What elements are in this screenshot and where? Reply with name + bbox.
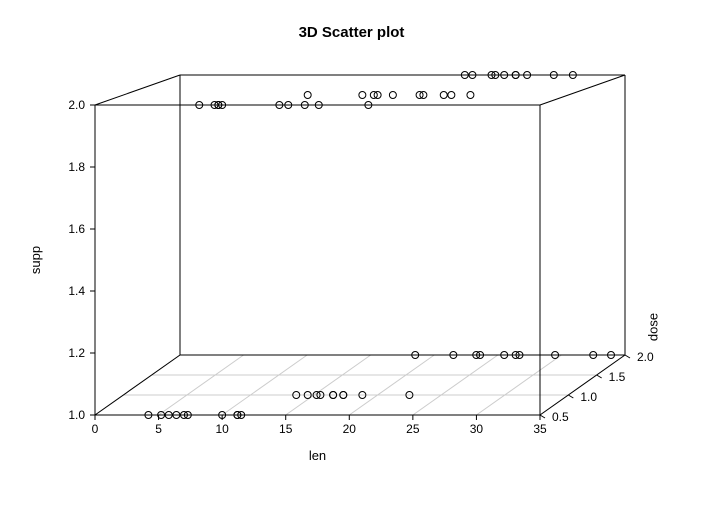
- z-tick-label: 1.5: [609, 370, 626, 384]
- scatter-point: [467, 92, 474, 99]
- y-tick-label: 1.2: [68, 346, 85, 360]
- y-tick-label: 2.0: [68, 98, 85, 112]
- scatter-point: [448, 92, 455, 99]
- chart-container: 3D Scatter plot 051015202530351.01.21.41…: [0, 0, 703, 507]
- chart-svg: 0 5 10 15 20 25 30 35 1.0 1.2 1.4 1.6 1.8 2.0 0.5 1.0 1.…: [0, 0, 703, 507]
- z-tick-label: 2.0: [637, 350, 654, 364]
- y-tick-label: 1.4: [68, 284, 85, 298]
- x-tick-label: 25: [406, 422, 420, 436]
- y-tick-label: 1.6: [68, 222, 85, 236]
- z-tick-label: 1.0: [580, 390, 597, 404]
- grid-line: [349, 355, 434, 415]
- x-axis-label: len: [309, 448, 326, 463]
- grid-line: [286, 355, 371, 415]
- x-tick-label: 5: [155, 422, 162, 436]
- y-tick-label: 1.8: [68, 160, 85, 174]
- scatter-point: [389, 92, 396, 99]
- grid-line: [476, 355, 561, 415]
- scatter-point: [440, 92, 447, 99]
- grid-line: [413, 355, 498, 415]
- x-tick-label: 15: [279, 422, 293, 436]
- x-tick-label: 10: [215, 422, 229, 436]
- scatter-point: [304, 92, 311, 99]
- grid-line: [222, 355, 307, 415]
- x-tick-label: 35: [533, 422, 547, 436]
- x-tick-label: 20: [343, 422, 357, 436]
- x-tick-label: 0: [92, 422, 99, 436]
- z-tick-label: 0.5: [552, 410, 569, 424]
- grid-line: [159, 355, 244, 415]
- y-tick-label: 1.0: [68, 408, 85, 422]
- x-tick-label: 30: [470, 422, 484, 436]
- z-axis-label: dose: [646, 313, 661, 341]
- scatter-point: [359, 92, 366, 99]
- y-axis-label: supp: [28, 246, 43, 274]
